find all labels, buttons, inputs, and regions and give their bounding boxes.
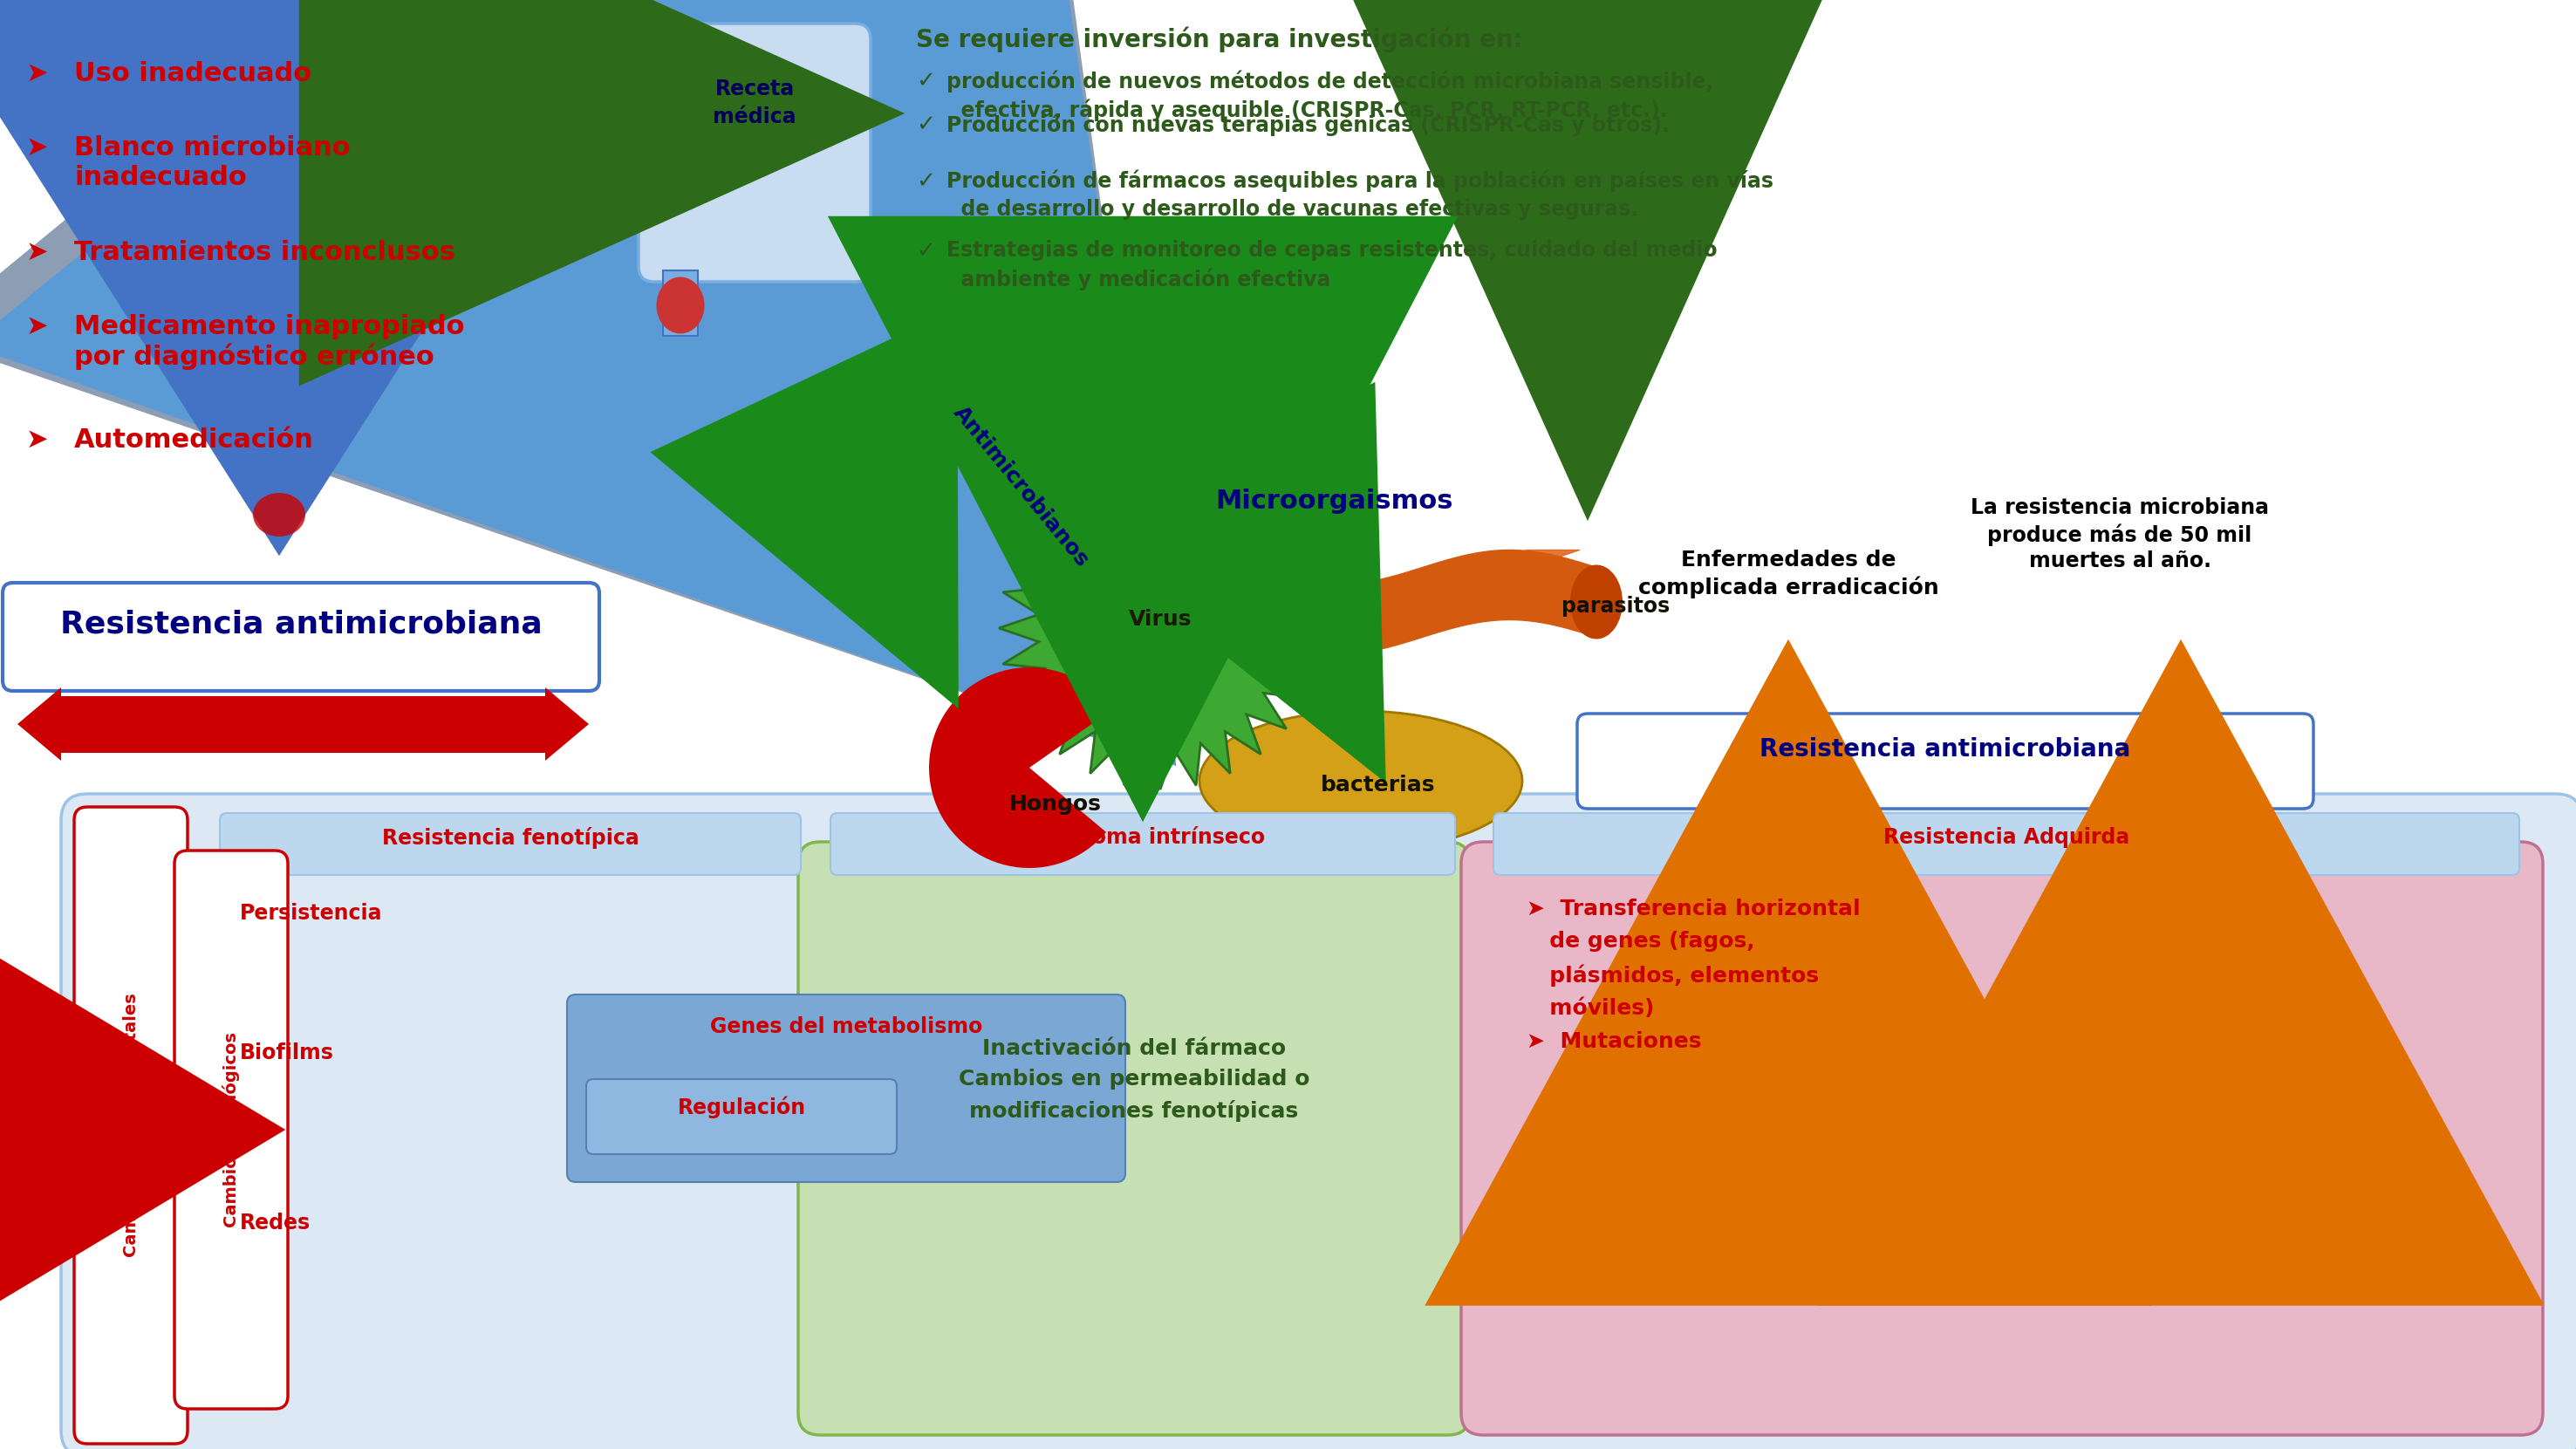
FancyBboxPatch shape	[75, 807, 188, 1443]
Ellipse shape	[252, 493, 307, 536]
Text: ✓: ✓	[917, 241, 935, 262]
Text: ➤: ➤	[26, 135, 49, 161]
Text: ✓: ✓	[917, 170, 935, 193]
FancyBboxPatch shape	[175, 851, 289, 1408]
Text: ✓: ✓	[917, 113, 935, 136]
Text: Resistencia Adquirda: Resistencia Adquirda	[1883, 827, 2130, 848]
Text: Inactivación del fármaco
Cambios en permeabilidad o
modificaciones fenotípicas: Inactivación del fármaco Cambios en perm…	[958, 1037, 1309, 1122]
Text: ➤: ➤	[26, 427, 49, 452]
Text: Genes del metabolismo: Genes del metabolismo	[711, 1016, 981, 1037]
Text: Cambios medioambientales: Cambios medioambientales	[124, 994, 139, 1258]
Text: Antimicrobianos: Antimicrobianos	[948, 401, 1092, 571]
Text: Microorgaismos: Microorgaismos	[1216, 488, 1453, 514]
Text: ➤: ➤	[26, 241, 49, 265]
Text: Uso inadecuado: Uso inadecuado	[75, 61, 312, 87]
Ellipse shape	[657, 277, 703, 333]
Text: Producción de fármacos asequibles para la población en países en vías
  de desar: Producción de fármacos asequibles para l…	[945, 170, 1772, 220]
Text: Redes: Redes	[240, 1213, 312, 1233]
Polygon shape	[18, 687, 62, 761]
Polygon shape	[999, 467, 1321, 790]
Ellipse shape	[585, 91, 672, 214]
Text: Receta
médica: Receta médica	[714, 78, 796, 128]
Text: Virus: Virus	[1128, 609, 1193, 630]
Ellipse shape	[592, 77, 611, 125]
Ellipse shape	[1571, 565, 1623, 639]
FancyBboxPatch shape	[219, 813, 801, 875]
Text: bacterias: bacterias	[1321, 775, 1435, 796]
Text: Biofilms: Biofilms	[240, 1042, 335, 1064]
Text: Producción con nuevas terapias génicas (CRISPR-Cas y otros).: Producción con nuevas terapias génicas (…	[945, 113, 1669, 136]
FancyBboxPatch shape	[587, 1080, 896, 1155]
Text: Hongos: Hongos	[1010, 794, 1103, 814]
FancyBboxPatch shape	[3, 582, 600, 691]
FancyBboxPatch shape	[1461, 842, 2543, 1435]
Text: Resistencia antimicrobiana: Resistencia antimicrobiana	[1759, 738, 2130, 762]
FancyBboxPatch shape	[62, 794, 2576, 1449]
FancyBboxPatch shape	[662, 271, 698, 336]
Text: ✓: ✓	[917, 70, 935, 93]
FancyBboxPatch shape	[799, 842, 1471, 1435]
Text: producción de nuevos métodos de detección microbiana sensible,
  efectiva, rápid: producción de nuevos métodos de detecció…	[945, 70, 1713, 122]
Ellipse shape	[644, 77, 665, 125]
Bar	[62, 696, 546, 753]
Text: ➤: ➤	[26, 61, 49, 87]
Text: Tratamientos inconclusos: Tratamientos inconclusos	[75, 241, 456, 265]
Text: Cambios fisiológicos: Cambios fisiológicos	[222, 1032, 240, 1227]
Text: Estrategias de monitoreo de cepas resistentes, cuidado del medio
  ambiente y me: Estrategias de monitoreo de cepas resist…	[945, 241, 1718, 290]
Text: Persistencia: Persistencia	[240, 903, 381, 924]
Text: Automedicación: Automedicación	[75, 427, 314, 452]
Text: ➤: ➤	[26, 314, 49, 339]
Text: Se requiere inversión para investigación en:: Se requiere inversión para investigación…	[917, 26, 1522, 52]
Text: ➤  Transferencia horizontal
   de genes (fagos,
   plásmidos, elementos
   móvil: ➤ Transferencia horizontal de genes (fag…	[1528, 898, 1860, 1052]
Text: La resistencia microbiana
produce más de 50 mil
muertes al año.: La resistencia microbiana produce más de…	[1971, 497, 2269, 572]
Text: Regulación: Regulación	[677, 1097, 806, 1119]
FancyBboxPatch shape	[567, 994, 1126, 1182]
Ellipse shape	[1200, 711, 1522, 851]
FancyBboxPatch shape	[1494, 813, 2519, 875]
Text: Enfermedades de
complicada erradicación: Enfermedades de complicada erradicación	[1638, 549, 1940, 598]
FancyBboxPatch shape	[639, 23, 871, 281]
Polygon shape	[546, 687, 590, 761]
Text: parasitos: parasitos	[1561, 596, 1669, 617]
FancyBboxPatch shape	[1577, 713, 2313, 809]
Text: Resistencia antimicrobiana: Resistencia antimicrobiana	[59, 609, 541, 639]
Text: Resistoma intrínseco: Resistoma intrínseco	[1020, 827, 1265, 848]
Text: Resistencia fenotípica: Resistencia fenotípica	[381, 827, 639, 849]
Polygon shape	[930, 668, 1110, 868]
Ellipse shape	[618, 77, 639, 125]
Text: Blanco microbiano
inadecuado: Blanco microbiano inadecuado	[75, 135, 350, 190]
FancyBboxPatch shape	[829, 813, 1455, 875]
Text: Medicamento inapropiado
por diagnóstico erróneo: Medicamento inapropiado por diagnóstico …	[75, 314, 464, 371]
